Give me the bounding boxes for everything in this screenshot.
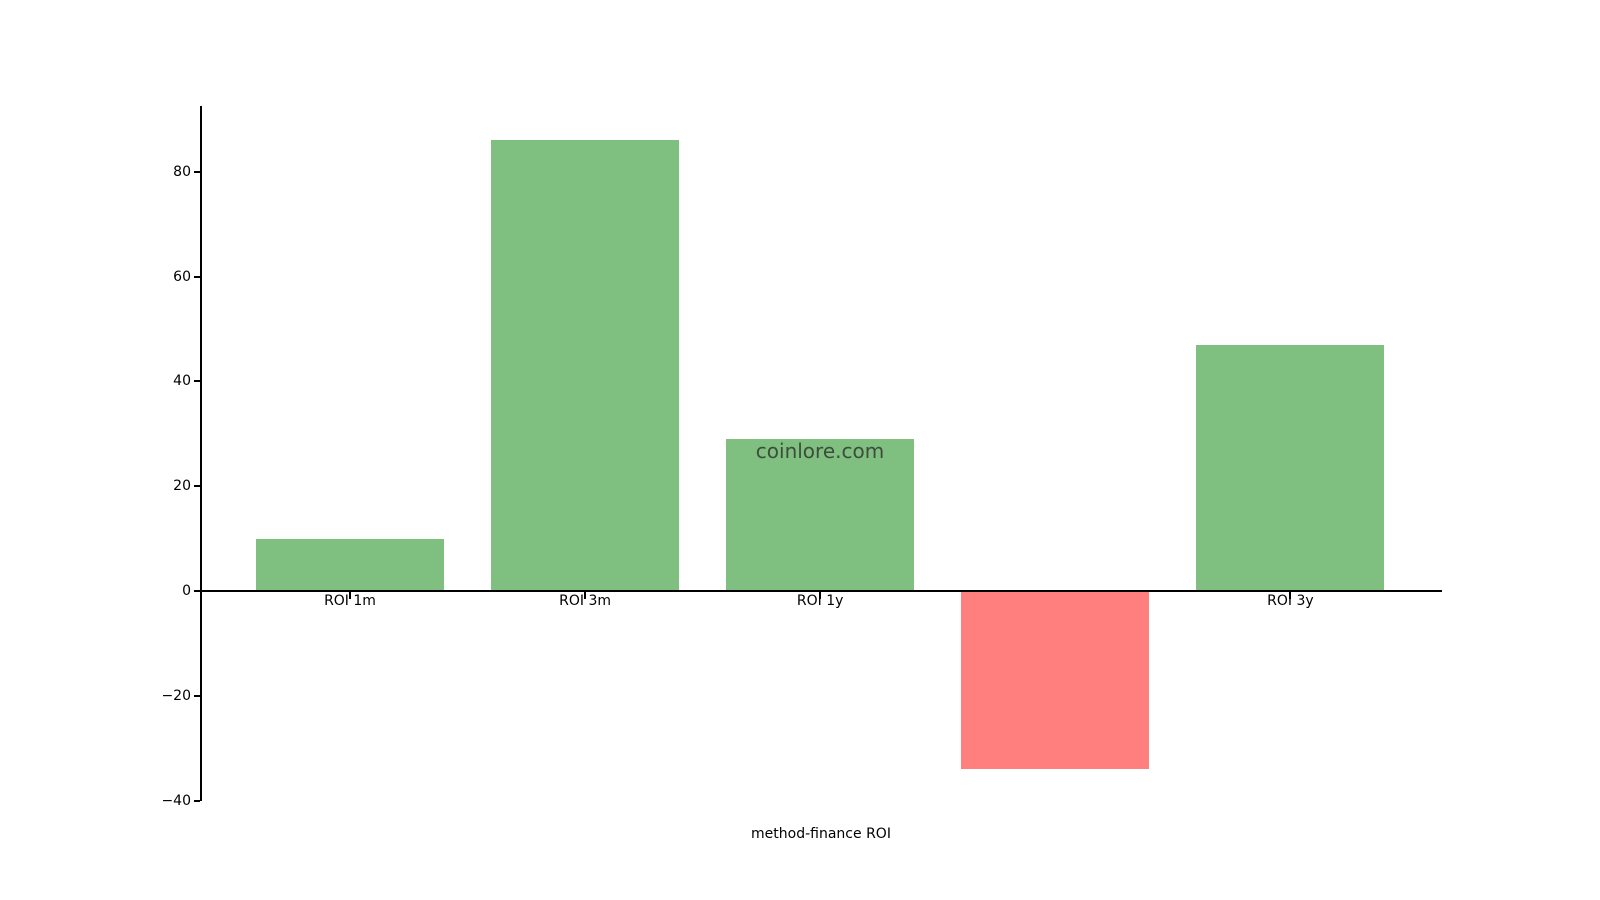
y-tick-label: 20 <box>173 478 191 495</box>
x-tick-label: ROI 3y <box>1267 593 1314 609</box>
x-axis-zero-line <box>200 590 1442 592</box>
y-tick <box>194 170 200 173</box>
x-tick <box>819 591 822 599</box>
y-tick <box>194 799 200 802</box>
x-tick-label: ROI 1m <box>324 593 376 609</box>
x-tick-label: ROI 3m <box>559 593 612 609</box>
y-tick <box>194 485 200 488</box>
y-tick <box>194 275 200 278</box>
y-tick <box>194 694 200 697</box>
x-axis-title: method-finance ROI <box>751 826 891 842</box>
x-tick-label: ROI 1y <box>796 593 844 609</box>
y-tick-label: −40 <box>161 792 191 809</box>
y-tick-label: 40 <box>173 373 191 390</box>
bar-roi-3m <box>491 140 680 591</box>
bar-roi-1y <box>726 439 915 591</box>
bar-roi-1m <box>256 538 444 591</box>
y-tick-label: 80 <box>173 163 191 180</box>
y-tick-label: 60 <box>173 268 191 285</box>
y-tick-label: −20 <box>161 687 191 704</box>
x-tick <box>349 591 351 599</box>
y-tick <box>194 590 200 592</box>
y-tick-label: 0 <box>182 583 191 599</box>
y-tick <box>194 380 200 383</box>
y-axis-spine <box>200 106 202 801</box>
bar-roi-3y <box>1196 344 1385 591</box>
x-tick <box>584 591 587 599</box>
watermark-text: coinlore.com <box>755 439 885 463</box>
x-tick <box>1289 591 1292 599</box>
bar-unlabeled <box>961 591 1150 770</box>
